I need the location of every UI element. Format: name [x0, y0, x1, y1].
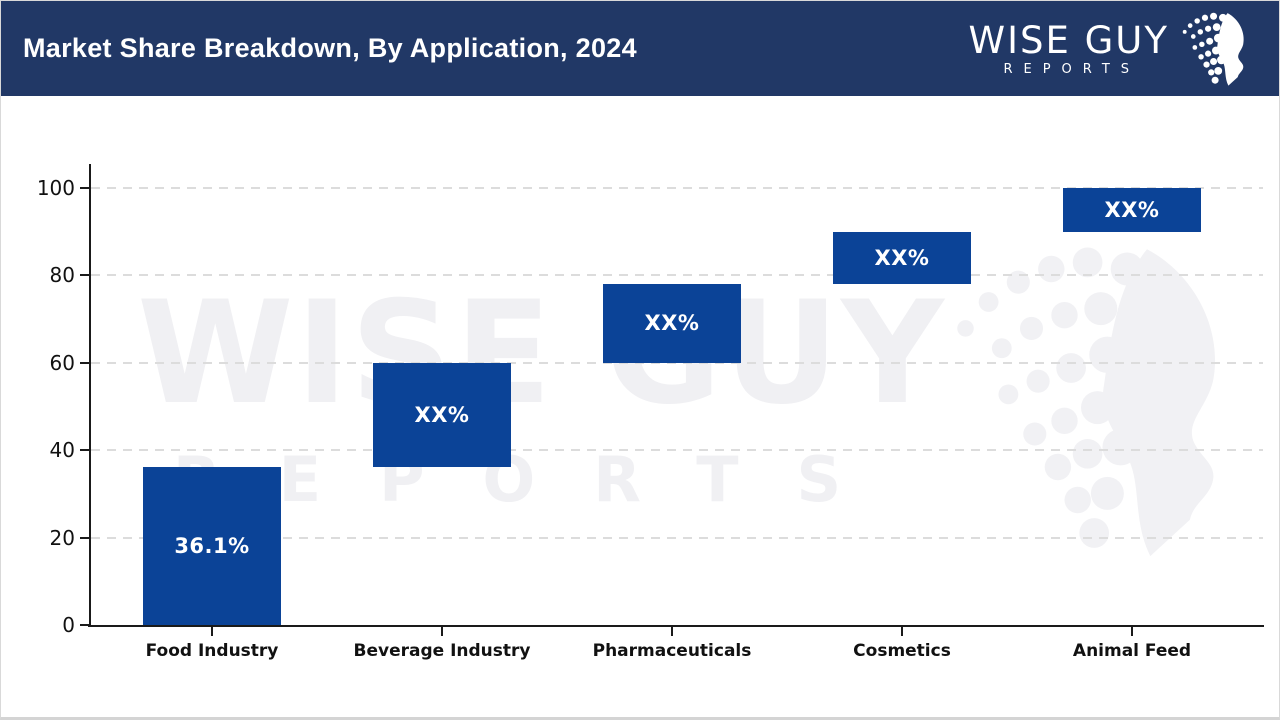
- gridline-40: [91, 449, 1263, 452]
- gridline-60: [91, 361, 1263, 364]
- logo-wordmark: WISE GUY: [968, 18, 1169, 62]
- y-tick-mark-100: [80, 186, 89, 189]
- category-label-pharmaceuticals: Pharmaceuticals: [592, 641, 752, 661]
- y-tick-mark-0: [80, 624, 89, 626]
- x-tick-mark-cosmetics: [901, 627, 903, 636]
- wiseguy-face-icon: [1173, 9, 1251, 89]
- x-axis-line: [88, 625, 1264, 627]
- y-tick-label-20: 20: [49, 525, 75, 550]
- y-tick-label-0: 0: [62, 613, 75, 637]
- gridline-100: [91, 186, 1263, 189]
- bar-value-label-beverage-industry: XX%: [414, 402, 470, 427]
- bar-cosmetics: XX%: [833, 231, 971, 285]
- x-tick-mark-animal-feed: [1131, 627, 1133, 636]
- category-label-beverage-industry: Beverage Industry: [353, 641, 531, 661]
- y-tick-label-100: 100: [36, 175, 75, 200]
- logo-subtitle: REPORTS: [1003, 61, 1141, 77]
- bar-value-label-animal-feed: XX%: [1104, 197, 1160, 222]
- y-axis-line: [89, 164, 91, 627]
- header: Market Share Breakdown, By Application, …: [1, 1, 1279, 96]
- x-tick-mark-food-industry: [211, 627, 213, 636]
- bar-value-label-cosmetics: XX%: [874, 245, 930, 270]
- bar-beverage-industry: XX%: [373, 362, 511, 468]
- wiseguy-logo: WISE GUY REPORTS: [969, 9, 1251, 89]
- y-tick-label-40: 40: [49, 438, 75, 463]
- bar-food-industry: 36.1%: [143, 467, 281, 625]
- y-tick-label-80: 80: [49, 263, 75, 288]
- y-tick-label-60: 60: [49, 350, 75, 375]
- bar-pharmaceuticals: XX%: [603, 284, 741, 363]
- bar-value-label-pharmaceuticals: XX%: [644, 311, 700, 336]
- y-tick-mark-20: [80, 536, 89, 539]
- x-tick-mark-beverage-industry: [441, 627, 443, 636]
- watermark-wordmark: WISE GUY: [137, 271, 946, 436]
- wiseguy-logo-text: WISE GUY REPORTS: [969, 22, 1169, 76]
- x-tick-mark-pharmaceuticals: [671, 627, 673, 636]
- y-tick-mark-60: [80, 361, 89, 364]
- category-label-animal-feed: Animal Feed: [1072, 641, 1192, 661]
- category-label-food-industry: Food Industry: [145, 641, 279, 661]
- gridline-20: [91, 536, 1263, 539]
- category-label-cosmetics: Cosmetics: [853, 641, 951, 661]
- page-title: Market Share Breakdown, By Application, …: [23, 33, 637, 63]
- y-tick-mark-80: [80, 274, 89, 277]
- bar-animal-feed: XX%: [1063, 187, 1201, 232]
- bar-value-label-food-industry: 36.1%: [174, 534, 250, 559]
- y-tick-mark-40: [80, 449, 89, 452]
- gridline-80: [91, 274, 1263, 277]
